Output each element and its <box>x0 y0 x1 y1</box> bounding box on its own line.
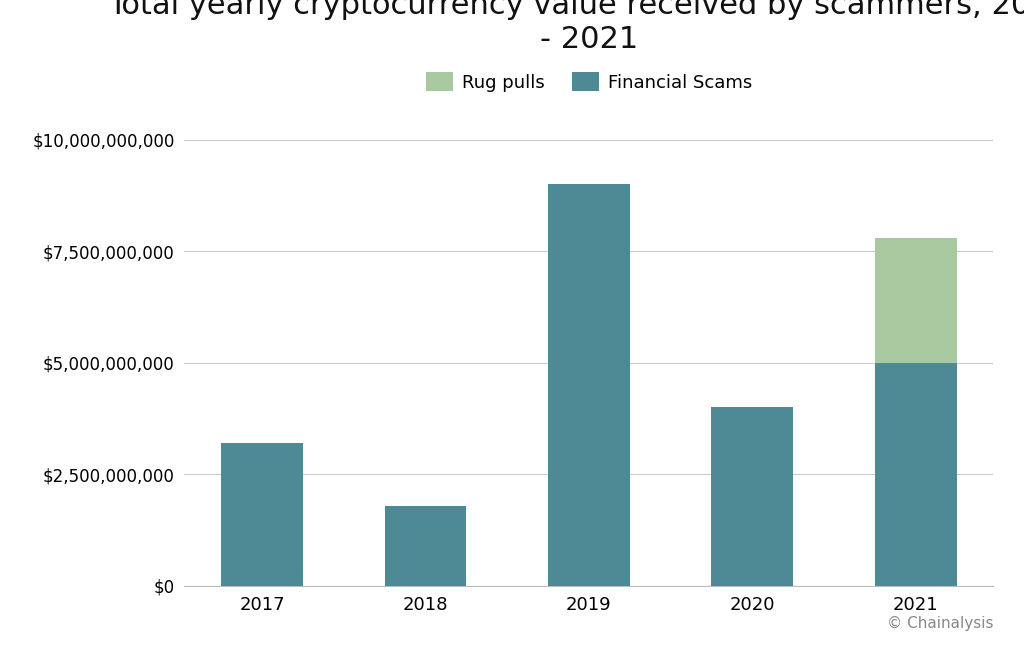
Title: Total yearly cryptocurrency value received by scammers, 2017
- 2021: Total yearly cryptocurrency value receiv… <box>109 0 1024 54</box>
Bar <box>221 443 303 586</box>
Legend: Rug pulls, Financial Scams: Rug pulls, Financial Scams <box>419 65 759 99</box>
Text: © Chainalysis: © Chainalysis <box>887 616 993 631</box>
Bar <box>548 184 630 586</box>
Bar <box>712 408 793 586</box>
Bar <box>385 506 466 586</box>
Bar <box>874 238 956 363</box>
Bar <box>874 363 956 586</box>
